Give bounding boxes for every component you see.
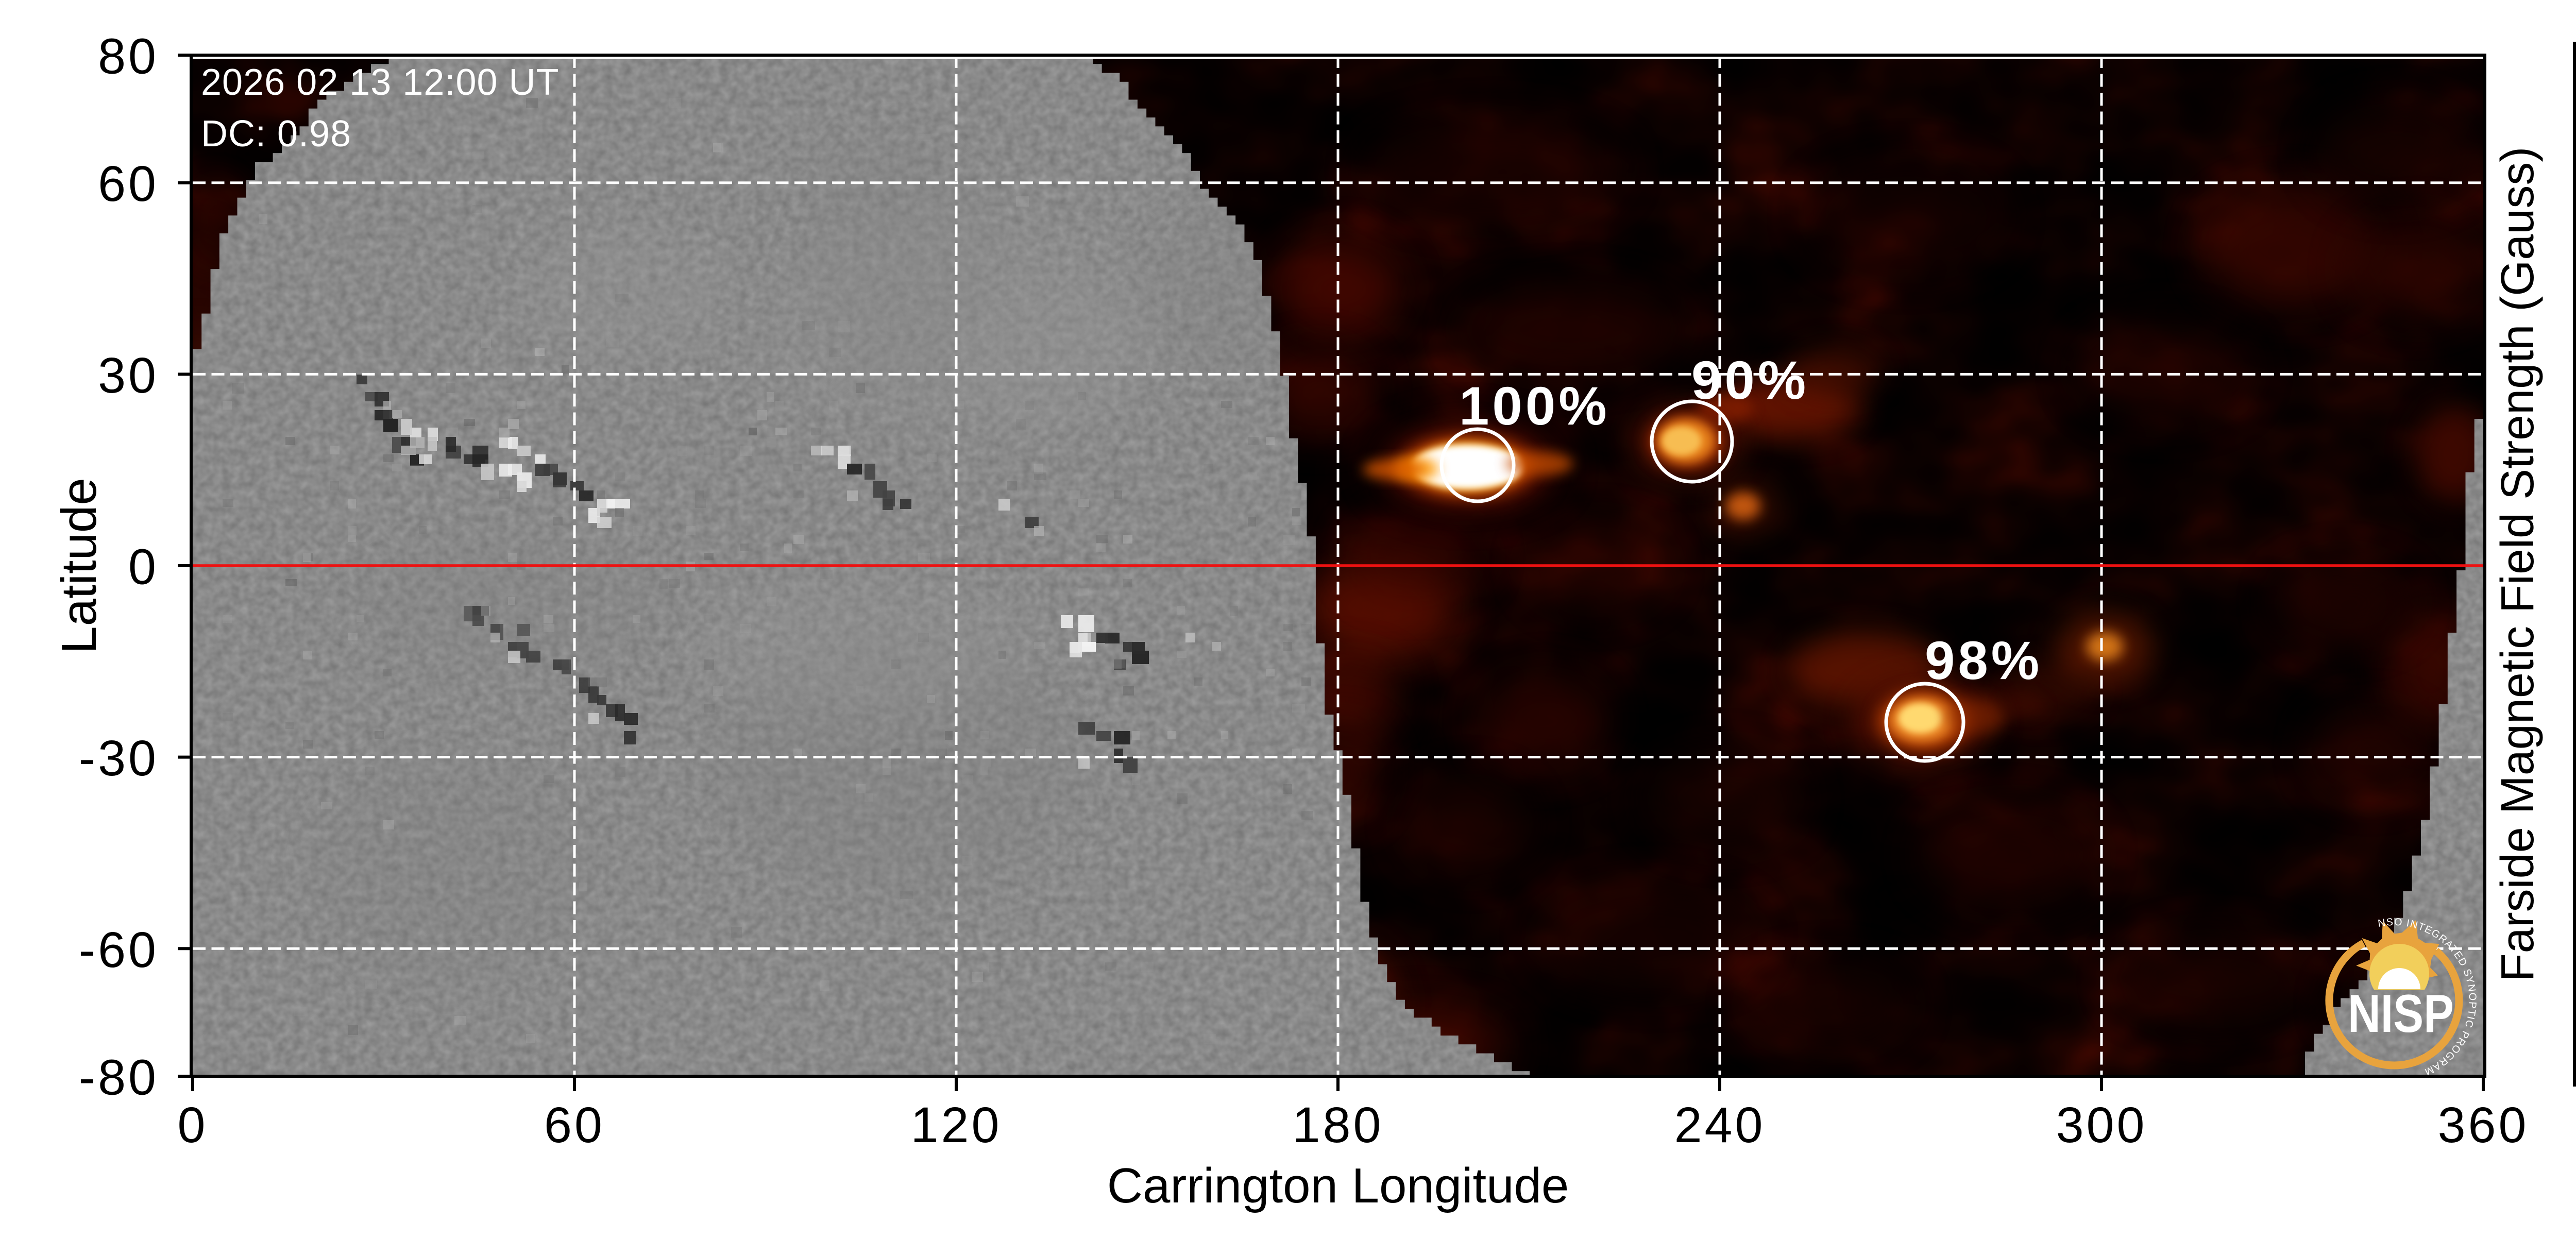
svg-text:Farside Magnetic Field Strengt: Farside Magnetic Field Strength (Gauss) bbox=[2492, 147, 2544, 982]
svg-text:90%: 90% bbox=[1691, 350, 1809, 411]
svg-text:180: 180 bbox=[1293, 1097, 1384, 1153]
svg-text:60: 60 bbox=[544, 1097, 605, 1153]
svg-text:2026 02 13 12:00 UT: 2026 02 13 12:00 UT bbox=[201, 62, 560, 103]
svg-text:300: 300 bbox=[2056, 1097, 2147, 1153]
svg-text:100%: 100% bbox=[1459, 376, 1610, 436]
svg-text:DC: 0.98: DC: 0.98 bbox=[201, 113, 351, 155]
svg-text:0: 0 bbox=[178, 1097, 208, 1153]
svg-text:-30: -30 bbox=[79, 730, 159, 786]
svg-text:240: 240 bbox=[1674, 1097, 1766, 1153]
svg-text:NISP: NISP bbox=[2348, 984, 2454, 1044]
svg-text:120: 120 bbox=[911, 1097, 1002, 1153]
svg-text:60: 60 bbox=[98, 156, 159, 212]
svg-text:-60: -60 bbox=[79, 922, 159, 978]
svg-text:30: 30 bbox=[98, 347, 159, 403]
svg-text:360: 360 bbox=[2438, 1097, 2529, 1153]
svg-text:Carrington Longitude: Carrington Longitude bbox=[1107, 1158, 1569, 1213]
svg-text:Latitude: Latitude bbox=[52, 478, 107, 654]
svg-text:98%: 98% bbox=[1925, 631, 2042, 691]
svg-text:80: 80 bbox=[98, 28, 159, 84]
svg-text:-80: -80 bbox=[79, 1049, 159, 1106]
svg-text:0: 0 bbox=[128, 539, 159, 595]
